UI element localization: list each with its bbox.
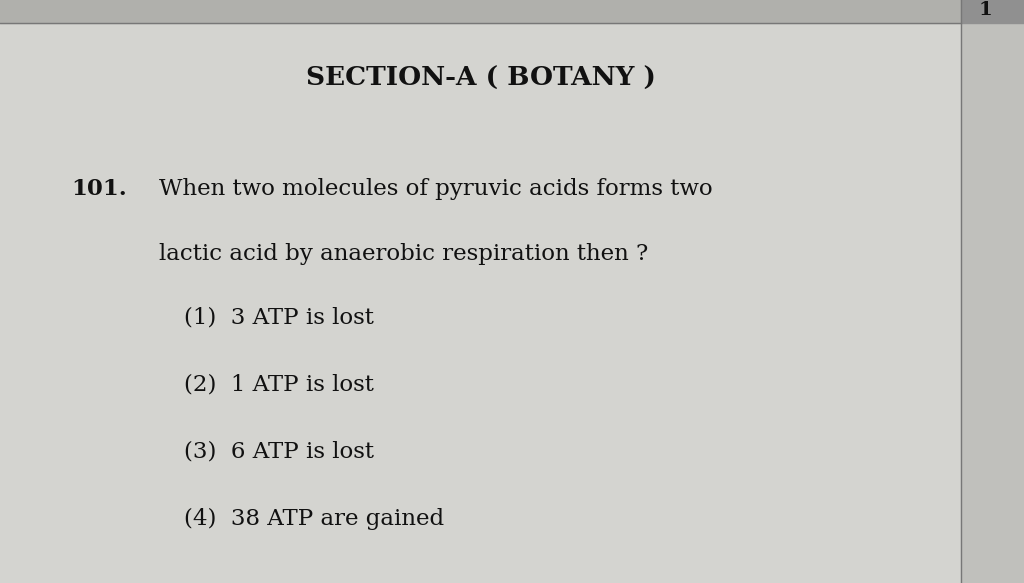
Text: 101.: 101.	[72, 178, 127, 201]
Text: (1)  3 ATP is lost: (1) 3 ATP is lost	[184, 307, 374, 329]
Text: When two molecules of pyruvic acids forms two: When two molecules of pyruvic acids form…	[159, 178, 713, 201]
Text: (4)  38 ATP are gained: (4) 38 ATP are gained	[184, 508, 444, 530]
Text: SECTION-A ( BOTANY ): SECTION-A ( BOTANY )	[306, 66, 656, 91]
Text: (2)  1 ATP is lost: (2) 1 ATP is lost	[184, 374, 374, 396]
Bar	[961, 0, 1024, 583]
Bar	[0, 0, 961, 23]
Text: (3)  6 ATP is lost: (3) 6 ATP is lost	[184, 441, 375, 463]
Text: 1: 1	[979, 1, 993, 19]
Bar	[961, 0, 1024, 23]
Text: lactic acid by anaerobic respiration then ?: lactic acid by anaerobic respiration the…	[159, 243, 648, 265]
